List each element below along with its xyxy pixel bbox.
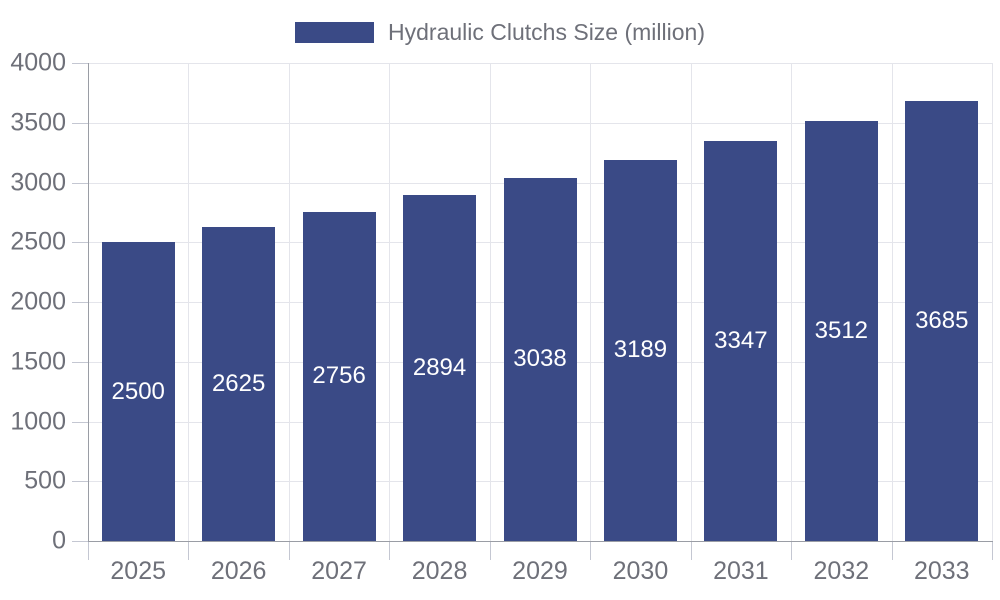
x-axis-tick (690, 542, 692, 560)
bar-value-label: 3512 (814, 317, 869, 345)
bar-value-label: 3189 (613, 336, 668, 364)
x-gridline (690, 63, 692, 541)
y-axis-line (88, 63, 89, 542)
x-axis-tick (88, 542, 89, 560)
bar-2031[interactable]: 3347 (704, 141, 778, 541)
x-gridline (992, 63, 993, 541)
y-axis-tick-label: 2000 (10, 287, 66, 316)
y-axis-tick (72, 122, 88, 124)
y-axis-tick (72, 421, 88, 423)
y-axis-tick-label: 1500 (10, 347, 66, 376)
x-axis-tick-label: 2030 (612, 557, 669, 585)
plot-area: 2500 2625 2756 2894 3038 3189 3347 3512 3685 (88, 63, 993, 541)
y-axis-tick (72, 63, 88, 64)
y-axis-tick (72, 242, 88, 244)
x-gridline (188, 63, 190, 541)
x-axis-line (88, 541, 993, 542)
bar-value-label: 3347 (714, 327, 768, 355)
x-axis-tick-label: 2025 (110, 557, 167, 585)
y-axis-tick-label: 0 (52, 526, 66, 555)
y-axis-tick-label: 2500 (10, 227, 66, 256)
bar-2028[interactable]: 2894 (403, 195, 477, 541)
x-gridline (891, 63, 893, 541)
x-axis-tick-label: 2028 (411, 557, 468, 585)
bar-2025[interactable]: 2500 (101, 242, 175, 541)
x-axis-tick-label: 2027 (311, 557, 367, 585)
x-axis-tick-label: 2026 (210, 557, 267, 585)
bar-2032[interactable]: 3512 (804, 121, 878, 541)
bar-2029[interactable]: 3038 (503, 177, 577, 541)
y-gridline (88, 122, 992, 124)
x-gridline (489, 63, 491, 541)
x-axis-tick (389, 542, 391, 560)
bar-2030[interactable]: 3189 (603, 159, 677, 541)
x-axis-tick (188, 542, 190, 560)
y-axis-tick-label: 4000 (10, 48, 66, 77)
x-axis-tick (791, 542, 793, 560)
x-axis-tick (590, 542, 592, 560)
x-gridline (389, 63, 391, 541)
y-axis-tick-label: 3500 (10, 108, 66, 137)
y-axis-tick-label: 3000 (10, 168, 66, 196)
y-axis-tick (72, 182, 88, 184)
legend-swatch (295, 21, 375, 43)
bar-2026[interactable]: 2625 (202, 227, 276, 541)
y-axis-tick (72, 541, 88, 542)
x-axis-tick-label: 2033 (913, 557, 970, 585)
x-axis-tick-label: 2031 (713, 557, 769, 585)
x-gridline (288, 63, 290, 541)
y-axis-tick (72, 302, 88, 303)
x-axis-tick (891, 542, 893, 560)
legend[interactable]: Hydraulic Clutchs Size (million) (0, 20, 1000, 44)
bar-2033[interactable]: 3685 (905, 100, 979, 541)
bar-value-label: 3685 (915, 306, 969, 334)
y-axis-tick-label: 500 (24, 466, 66, 495)
bar-value-label: 2756 (312, 362, 366, 390)
x-axis-tick-label: 2029 (512, 557, 568, 585)
bar-value-label: 3038 (513, 345, 567, 373)
x-gridline (791, 63, 793, 541)
x-axis-tick-label: 2032 (813, 557, 870, 585)
y-axis-tick (72, 361, 88, 363)
bar-value-label: 2894 (412, 354, 467, 382)
y-axis-tick-label: 1000 (10, 407, 66, 435)
bar-value-label: 2500 (111, 377, 165, 405)
x-gridline (590, 63, 592, 541)
bar-2027[interactable]: 2756 (302, 211, 376, 541)
x-axis-tick (992, 542, 993, 560)
bar-value-label: 2625 (211, 370, 266, 398)
y-axis-tick (72, 481, 88, 483)
y-gridline (88, 63, 992, 64)
legend-label: Hydraulic Clutchs Size (million) (388, 19, 705, 45)
x-axis-tick (288, 542, 290, 560)
x-axis-tick (489, 542, 491, 560)
